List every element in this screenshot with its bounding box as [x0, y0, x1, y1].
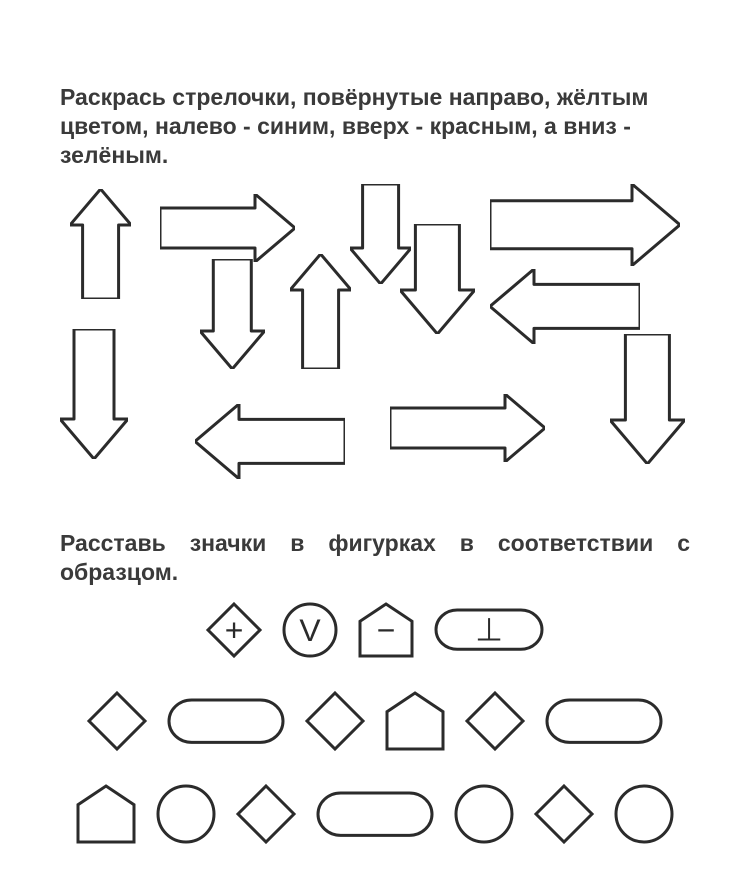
instruction-2: Расставь значки в фигурках в соответстви… [60, 529, 690, 587]
pentagon-shape [75, 783, 137, 850]
instruction-1: Раскрась стрелочки, повёрнутые направо, … [60, 83, 690, 169]
diamond-shape [464, 690, 526, 757]
svg-text:⊥: ⊥ [475, 612, 503, 648]
pill-shape [315, 790, 435, 843]
pill-shape-legend: ⊥ [433, 607, 545, 657]
arrow-up-icon [290, 254, 351, 369]
arrow-left-icon [195, 404, 345, 479]
arrow-down-icon [400, 224, 475, 334]
legend-row: + V − ⊥ [60, 601, 690, 664]
pill-shape [544, 697, 664, 750]
circle-shape [613, 783, 675, 850]
arrow-down-icon [60, 329, 128, 459]
arrow-down-icon [200, 259, 265, 369]
arrow-up-icon [70, 189, 131, 299]
circle-shape [155, 783, 217, 850]
pentagon-shape-legend: − [357, 601, 415, 664]
arrow-down-icon [610, 334, 685, 464]
diamond-shape [533, 783, 595, 850]
diamond-shape [235, 783, 297, 850]
circle-shape-legend: V [281, 601, 339, 664]
diamond-shape [86, 690, 148, 757]
arrow-right-icon [490, 184, 680, 266]
svg-text:V: V [299, 612, 321, 648]
svg-text:−: − [377, 612, 396, 648]
pill-shape [166, 697, 286, 750]
circle-shape [453, 783, 515, 850]
arrow-left-icon [490, 269, 640, 344]
arrow-right-icon [160, 194, 295, 262]
shape-row-2 [60, 783, 690, 850]
shape-row-1 [60, 690, 690, 757]
diamond-shape [304, 690, 366, 757]
arrow-right-icon [390, 394, 545, 462]
pentagon-shape [384, 690, 446, 757]
svg-text:+: + [225, 612, 244, 648]
arrows-area [60, 179, 690, 489]
diamond-shape-legend: + [205, 601, 263, 664]
